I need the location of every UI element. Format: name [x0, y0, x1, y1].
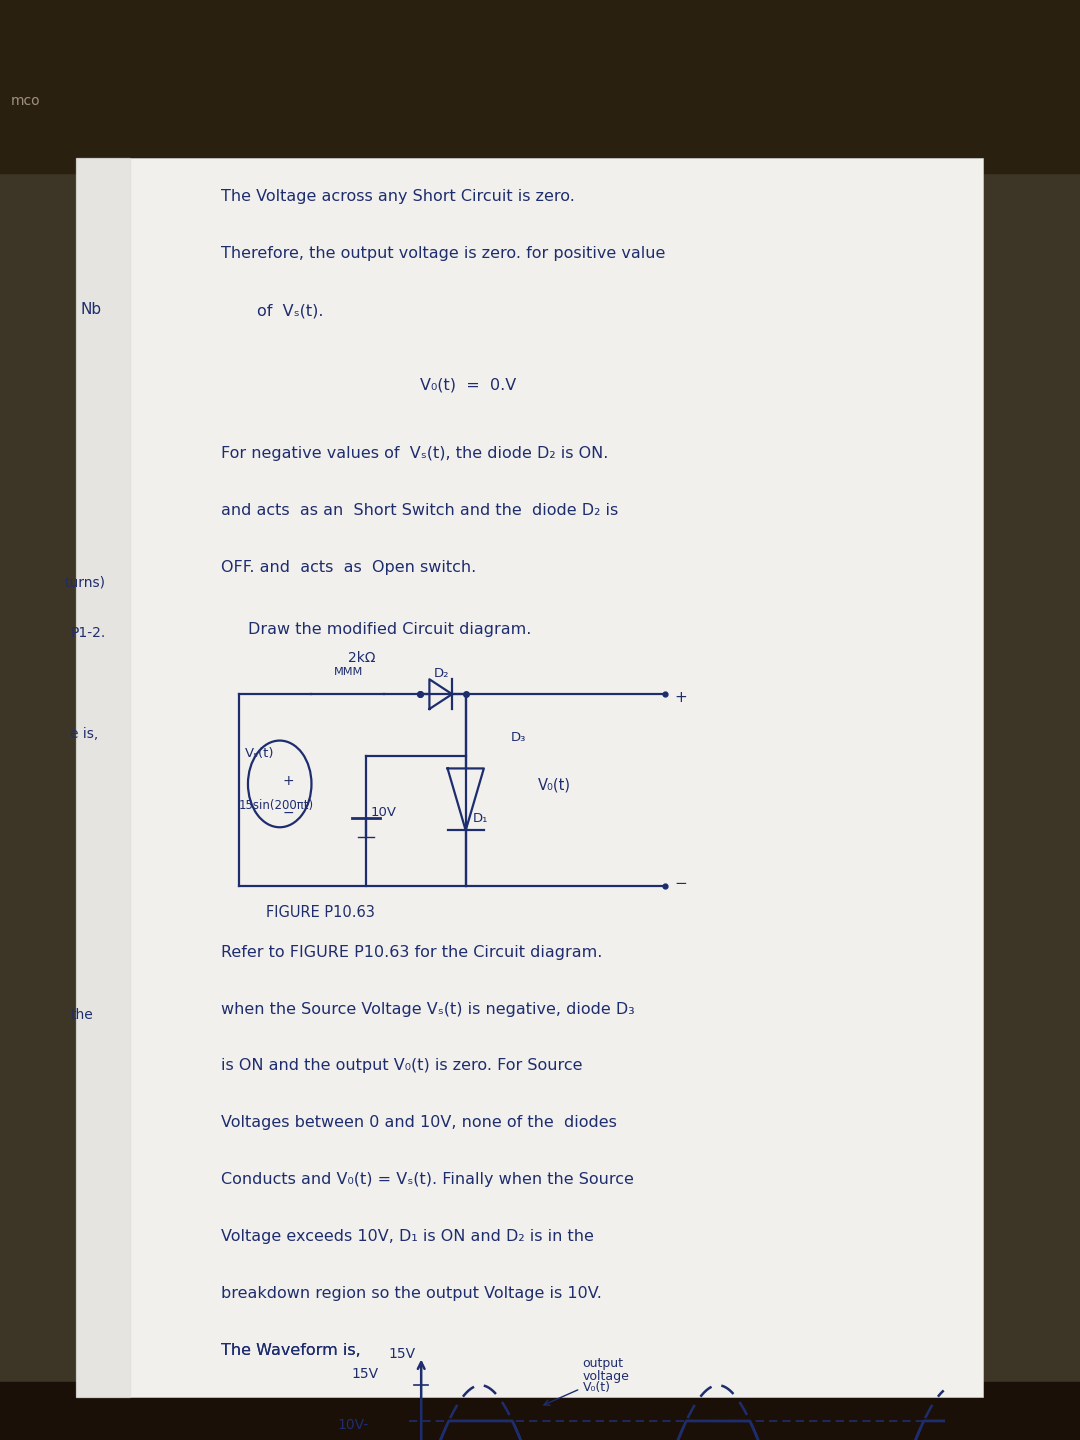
Text: +: +	[674, 690, 687, 706]
Text: The Waveform is,: The Waveform is,	[220, 1344, 361, 1358]
Text: output: output	[583, 1358, 623, 1371]
Text: D₃: D₃	[511, 732, 526, 744]
Text: the: the	[70, 1008, 93, 1022]
Text: Draw the modified Circuit diagram.: Draw the modified Circuit diagram.	[248, 622, 531, 638]
Text: +: +	[283, 775, 294, 788]
Text: voltage: voltage	[583, 1369, 630, 1382]
Text: −: −	[283, 806, 294, 821]
Text: D₁: D₁	[473, 812, 488, 825]
Text: Voltages between 0 and 10V, none of the  diodes: Voltages between 0 and 10V, none of the …	[220, 1116, 617, 1130]
Text: Refer to FIGURE P10.63 for the Circuit diagram.: Refer to FIGURE P10.63 for the Circuit d…	[220, 945, 603, 959]
Text: Voltage exceeds 10V, D₁ is ON and D₂ is in the: Voltage exceeds 10V, D₁ is ON and D₂ is …	[220, 1230, 594, 1244]
Text: breakdown region so the output Voltage is 10V.: breakdown region so the output Voltage i…	[220, 1286, 602, 1302]
Text: 10V: 10V	[370, 805, 396, 818]
Text: V₀(t): V₀(t)	[583, 1381, 610, 1394]
Text: FIGURE P10.63: FIGURE P10.63	[266, 904, 375, 920]
Text: For negative values of  Vₛ(t), the diode D₂ is ON.: For negative values of Vₛ(t), the diode …	[220, 446, 608, 461]
Text: −: −	[674, 876, 687, 891]
Text: The Voltage across any Short Circuit is zero.: The Voltage across any Short Circuit is …	[220, 190, 575, 204]
Text: Vₛ(t): Vₛ(t)	[245, 747, 274, 760]
Text: V₀(t): V₀(t)	[538, 778, 571, 793]
Text: and acts  as an  Short Switch and the  diode D₂ is: and acts as an Short Switch and the diod…	[220, 503, 618, 517]
Text: mco: mco	[11, 94, 40, 108]
Text: e is,: e is,	[70, 727, 98, 742]
Text: P1-2.: P1-2.	[70, 626, 106, 641]
Text: 15sin(200πt): 15sin(200πt)	[239, 799, 314, 812]
Text: OFF. and  acts  as  Open switch.: OFF. and acts as Open switch.	[220, 560, 476, 575]
Text: of  Vₛ(t).: of Vₛ(t).	[257, 304, 324, 318]
Text: turns): turns)	[65, 576, 106, 590]
Text: ᴹᴹᴹ: ᴹᴹᴹ	[334, 667, 363, 685]
Text: V₀(t)  =  0.V: V₀(t) = 0.V	[420, 377, 516, 392]
Bar	[0, 1382, 1080, 1440]
Text: is ON and the output V₀(t) is zero. For Source: is ON and the output V₀(t) is zero. For …	[220, 1058, 582, 1073]
Text: D₂: D₂	[434, 667, 449, 680]
Text: 2kΩ: 2kΩ	[348, 651, 375, 665]
Text: 10V-: 10V-	[338, 1417, 369, 1431]
Bar	[76, 158, 130, 1397]
Bar	[0, 0, 1080, 173]
Text: The Waveform is,: The Waveform is,	[220, 1344, 361, 1358]
Text: when the Source Voltage Vₛ(t) is negative, diode D₃: when the Source Voltage Vₛ(t) is negativ…	[220, 1001, 635, 1017]
Text: 15V: 15V	[351, 1368, 378, 1381]
Text: Therefore, the output voltage is zero. for positive value: Therefore, the output voltage is zero. f…	[220, 246, 665, 261]
FancyBboxPatch shape	[76, 158, 983, 1397]
Text: 15V: 15V	[389, 1346, 416, 1361]
Text: Nb: Nb	[81, 302, 103, 317]
Text: Conducts and V₀(t) = Vₛ(t). Finally when the Source: Conducts and V₀(t) = Vₛ(t). Finally when…	[220, 1172, 634, 1188]
